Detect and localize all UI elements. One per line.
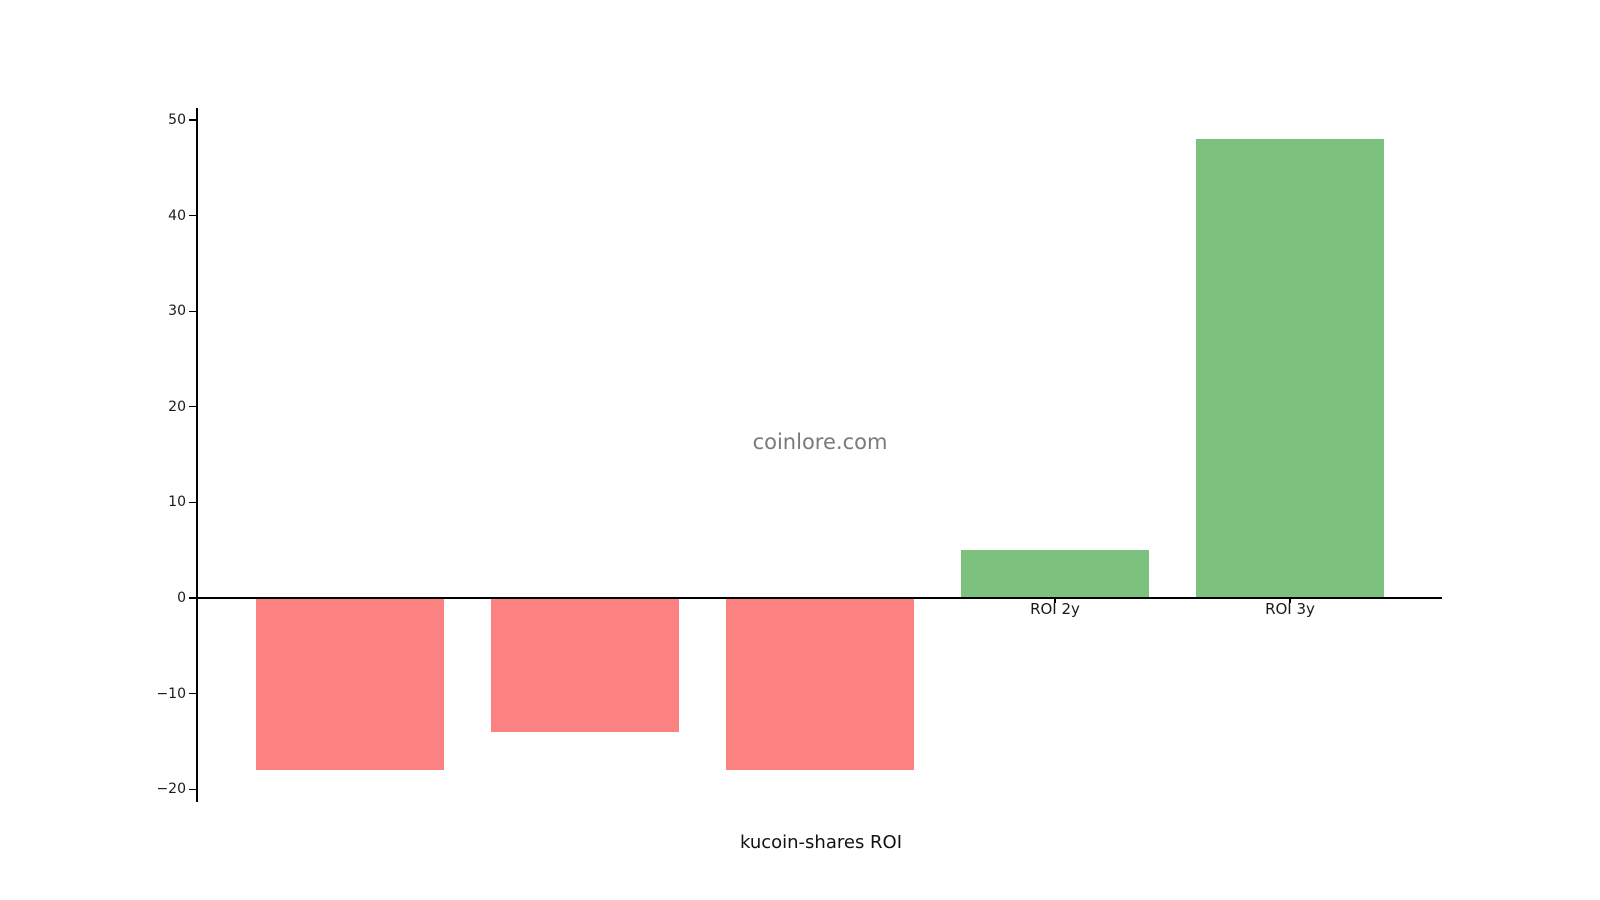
bar-1: [256, 598, 444, 771]
bar-3: [726, 598, 914, 771]
y-tick-label: 20: [168, 398, 186, 415]
y-tick-label: 30: [168, 303, 186, 320]
y-tick-label: 50: [168, 112, 186, 128]
y-tick-mark: [189, 310, 196, 312]
y-tick-mark: [189, 119, 196, 121]
x-tick-mark: [1289, 598, 1291, 603]
y-tick-label: −10: [156, 685, 186, 702]
y-tick-mark: [189, 406, 196, 408]
watermark-text: coinlore.com: [752, 430, 888, 454]
y-axis-line: [196, 108, 198, 802]
y-tick-mark: [189, 788, 196, 790]
x-axis-title: kucoin-shares ROI: [739, 832, 903, 853]
x-axis-zero-line: [196, 597, 1442, 599]
x-tick-label: ROI 3y: [1265, 600, 1315, 618]
y-tick-label: 0: [177, 590, 186, 606]
y-tick-label: −20: [156, 781, 186, 798]
bar-5: [1196, 139, 1384, 598]
bar-4: [961, 550, 1149, 598]
bar-2: [491, 598, 679, 732]
y-tick-label: 40: [168, 207, 186, 224]
y-tick-label: 10: [168, 494, 186, 511]
y-tick-mark: [189, 501, 196, 504]
x-tick-label: ROI 2y: [1030, 600, 1080, 618]
y-tick-mark: [189, 597, 196, 599]
x-tick-mark: [1054, 598, 1056, 603]
y-tick-mark: [189, 692, 196, 695]
y-tick-mark: [189, 214, 196, 217]
